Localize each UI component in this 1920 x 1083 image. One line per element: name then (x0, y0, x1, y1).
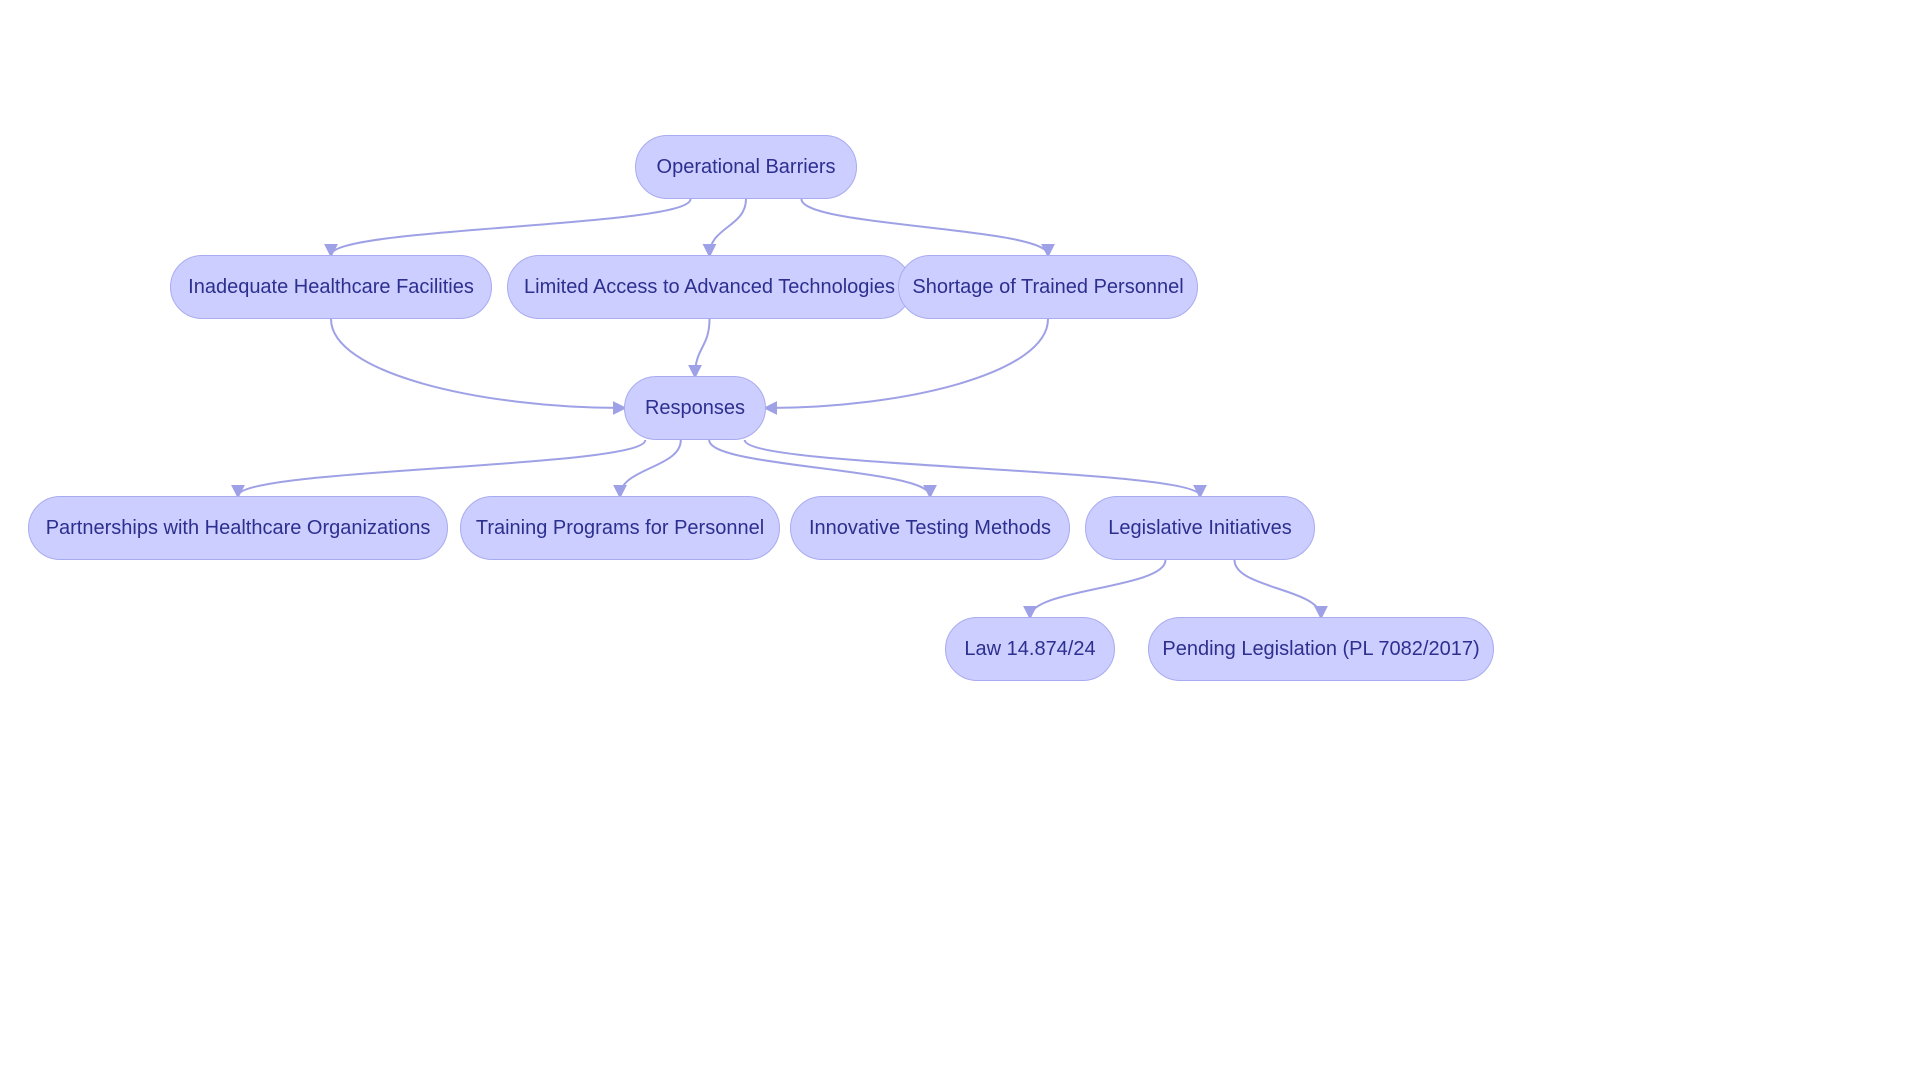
edge (709, 440, 930, 496)
node-innovative-testing: Innovative Testing Methods (790, 496, 1070, 560)
node-law-14874: Law 14.874/24 (945, 617, 1115, 681)
node-operational-barriers: Operational Barriers (635, 135, 857, 199)
edge (238, 440, 645, 496)
node-label: Training Programs for Personnel (476, 517, 764, 540)
edge (695, 319, 710, 376)
node-label: Responses (645, 397, 745, 420)
edge (331, 199, 691, 255)
node-label: Shortage of Trained Personnel (912, 276, 1183, 299)
node-responses: Responses (624, 376, 766, 440)
node-shortage-personnel: Shortage of Trained Personnel (898, 255, 1198, 319)
node-label: Partnerships with Healthcare Organizatio… (46, 517, 431, 540)
edge (331, 319, 624, 408)
node-legislative-initiatives: Legislative Initiatives (1085, 496, 1315, 560)
edge (802, 199, 1049, 255)
node-label: Pending Legislation (PL 7082/2017) (1162, 638, 1479, 661)
node-label: Legislative Initiatives (1108, 517, 1291, 540)
node-partnerships: Partnerships with Healthcare Organizatio… (28, 496, 448, 560)
node-label: Limited Access to Advanced Technologies (524, 276, 895, 299)
edge (1235, 560, 1322, 617)
node-limited-access: Limited Access to Advanced Technologies (507, 255, 912, 319)
diagram-canvas: Operational Barriers Inadequate Healthca… (0, 0, 1920, 1083)
node-pending-legislation: Pending Legislation (PL 7082/2017) (1148, 617, 1494, 681)
node-label: Law 14.874/24 (964, 638, 1095, 661)
edge (710, 199, 747, 255)
node-inadequate-facilities: Inadequate Healthcare Facilities (170, 255, 492, 319)
node-training-programs: Training Programs for Personnel (460, 496, 780, 560)
node-label: Operational Barriers (657, 156, 836, 179)
edge (745, 440, 1200, 496)
node-label: Inadequate Healthcare Facilities (188, 276, 474, 299)
edge (620, 440, 681, 496)
node-label: Innovative Testing Methods (809, 517, 1051, 540)
edge (766, 319, 1048, 408)
edge (1030, 560, 1166, 617)
